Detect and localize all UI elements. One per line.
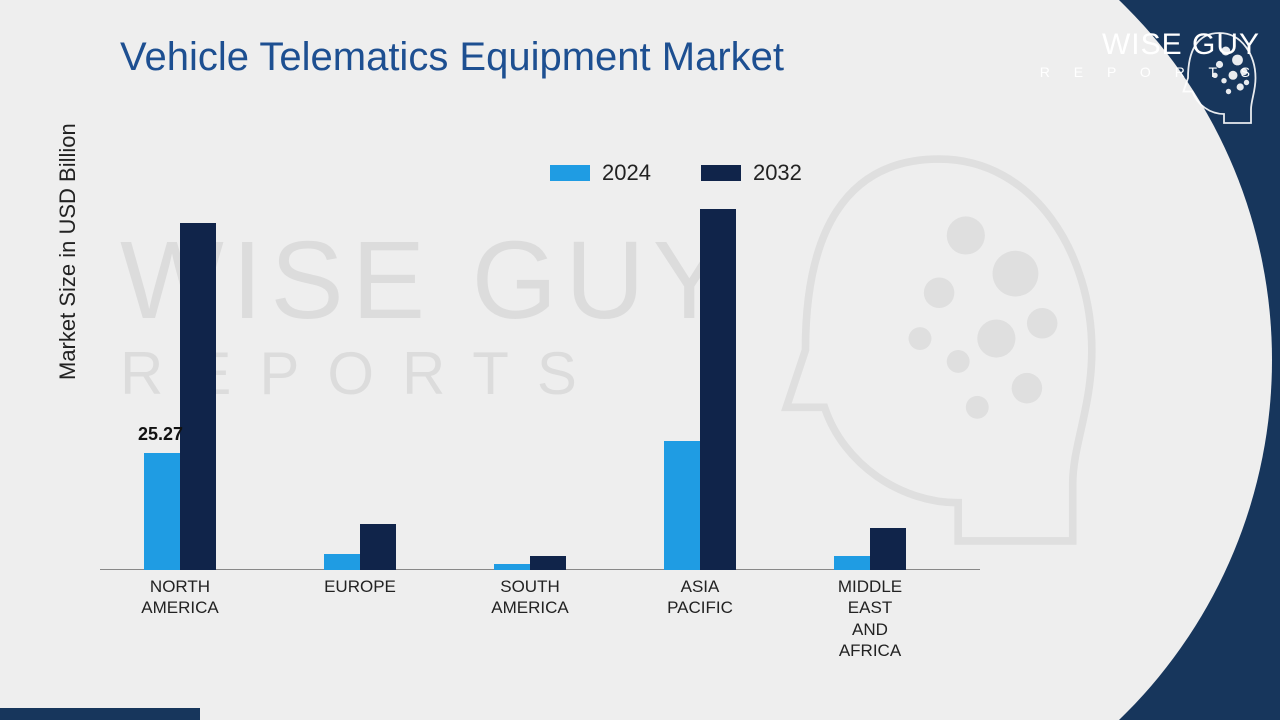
bar-2024 bbox=[664, 441, 700, 571]
category-label: MIDDLEEASTANDAFRICA bbox=[800, 576, 940, 661]
bar-2024 bbox=[494, 564, 530, 570]
bar-group: MIDDLEEASTANDAFRICA bbox=[810, 528, 930, 570]
bar-2024 bbox=[144, 453, 180, 570]
bar-2032 bbox=[360, 524, 396, 570]
category-label: EUROPE bbox=[290, 576, 430, 597]
chart-title: Vehicle Telematics Equipment Market bbox=[120, 35, 784, 80]
category-label: ASIAPACIFIC bbox=[630, 576, 770, 619]
bar-2024 bbox=[324, 554, 360, 570]
footer-accent bbox=[0, 708, 200, 720]
bar-2032 bbox=[180, 223, 216, 570]
legend-item-2032: 2032 bbox=[701, 160, 802, 186]
head-icon bbox=[1170, 28, 1260, 128]
y-axis-label: Market Size in USD Billion bbox=[55, 123, 81, 380]
brand-logo: WISE GUY R E P O R T S bbox=[1040, 28, 1260, 80]
category-label: NORTHAMERICA bbox=[110, 576, 250, 619]
legend-label-2032: 2032 bbox=[753, 160, 802, 186]
legend-item-2024: 2024 bbox=[550, 160, 651, 186]
bar-group: NORTHAMERICA bbox=[120, 223, 240, 570]
bar-2032 bbox=[530, 556, 566, 570]
legend-swatch-2032 bbox=[701, 165, 741, 181]
legend-swatch-2024 bbox=[550, 165, 590, 181]
bar-2032 bbox=[870, 528, 906, 570]
bar-2032 bbox=[700, 209, 736, 570]
legend-label-2024: 2024 bbox=[602, 160, 651, 186]
bar-2024 bbox=[834, 556, 870, 570]
category-label: SOUTHAMERICA bbox=[460, 576, 600, 619]
bar-group: EUROPE bbox=[300, 524, 420, 570]
legend: 2024 2032 bbox=[550, 160, 802, 186]
canvas: WISE GUY R E P O R T S Vehicle Telematic… bbox=[0, 0, 1280, 720]
bar-group: SOUTHAMERICA bbox=[470, 556, 590, 570]
value-label: 25.27 bbox=[138, 424, 183, 445]
bar-group: ASIAPACIFIC bbox=[640, 209, 760, 570]
chart-area: NORTHAMERICA EUROPE SOUTHAMERICA ASIAPACIFI… bbox=[100, 200, 980, 570]
